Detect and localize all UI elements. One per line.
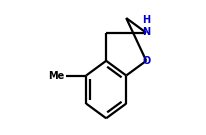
- Text: O: O: [142, 56, 150, 66]
- Text: H: H: [142, 15, 150, 25]
- Text: Me: Me: [48, 70, 64, 80]
- Text: N: N: [142, 27, 150, 37]
